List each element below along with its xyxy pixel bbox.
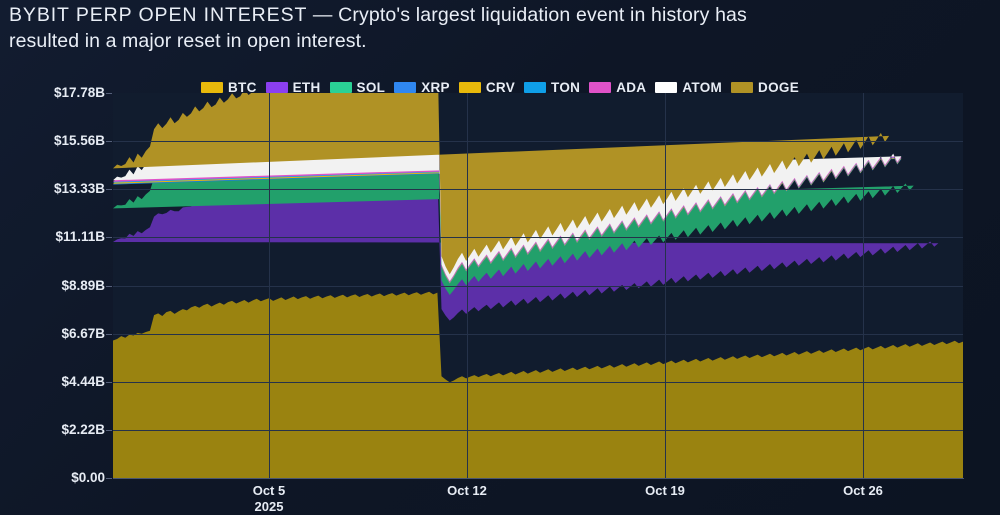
- legend-swatch-btc-icon: [200, 82, 223, 93]
- y-axis-tick-label: $2.22B: [61, 421, 105, 437]
- y-axis-tick-mark: [106, 285, 112, 287]
- x-axis-tick-date: Oct 19: [645, 483, 685, 498]
- y-axis-tick-mark: [106, 429, 112, 431]
- x-axis-tick-date: Oct 5: [252, 483, 286, 498]
- vertical-gridline: [664, 93, 666, 478]
- y-axis-tick-label: $13.33B: [53, 181, 105, 197]
- stacked-area-chart: [113, 93, 963, 478]
- y-axis-tick-mark: [106, 333, 112, 335]
- y-axis-tick-label: $11.11B: [55, 229, 105, 245]
- horizontal-gridline: [113, 189, 963, 191]
- y-axis-tick-label: $8.89B: [61, 277, 105, 293]
- x-axis-tick-label: Oct 5 2025: [253, 483, 286, 515]
- y-axis-tick-mark: [106, 381, 112, 383]
- legend-swatch-eth-icon: [265, 82, 288, 93]
- area-series-btc: [113, 291, 963, 478]
- legend-swatch-xrp-icon: [394, 82, 417, 93]
- x-axis-tick-label: Oct 19: [645, 483, 685, 499]
- y-axis-tick-mark: [106, 93, 112, 94]
- legend-swatch-crv-icon: [458, 82, 481, 93]
- chart-plot-area: [113, 93, 963, 478]
- legend-swatch-sol-icon: [329, 82, 352, 93]
- x-axis-tick-year: 2025: [254, 499, 284, 514]
- horizontal-gridline: [113, 141, 963, 143]
- y-axis-tick-mark: [106, 189, 112, 191]
- vertical-gridline: [863, 93, 865, 478]
- y-axis-tick-mark: [106, 141, 112, 143]
- title-line-2: resulted in a major reset in open intere…: [9, 30, 367, 52]
- x-axis-tick-date: Oct 12: [447, 483, 487, 498]
- legend-swatch-ada-icon: [589, 82, 612, 93]
- title-line-1: BYBIT PERP OPEN INTEREST — Crypto's larg…: [9, 2, 999, 28]
- vertical-gridline: [268, 93, 270, 478]
- x-axis-tick-label: Oct 26: [843, 483, 883, 499]
- vertical-gridline: [467, 93, 469, 478]
- horizontal-gridline: [113, 333, 963, 335]
- horizontal-gridline: [113, 237, 963, 239]
- horizontal-gridline: [113, 285, 963, 287]
- y-axis-tick-mark: [106, 478, 112, 479]
- y-axis-tick-mark: [106, 237, 112, 239]
- x-axis-line: [113, 478, 964, 479]
- y-axis-tick-label: $4.44B: [61, 373, 105, 389]
- horizontal-gridline: [113, 381, 963, 383]
- legend-swatch-atom-icon: [655, 82, 678, 93]
- y-axis-tick-label: $15.56B: [53, 133, 105, 149]
- x-axis-tick-date: Oct 26: [843, 483, 883, 498]
- area-series-doge: [113, 93, 890, 275]
- y-axis-tick-label: $6.67B: [61, 325, 105, 341]
- page-title: BYBIT PERP OPEN INTEREST — Crypto's larg…: [9, 2, 999, 54]
- horizontal-gridline: [113, 429, 963, 431]
- x-axis-tick-label: Oct 12: [447, 483, 487, 499]
- y-axis-tick-label: $17.78B: [53, 85, 105, 100]
- y-axis-tick-label: $0.00: [71, 470, 105, 485]
- title-dash: —: [307, 4, 339, 26]
- title-headline: BYBIT PERP OPEN INTEREST: [9, 4, 308, 26]
- legend-swatch-ton-icon: [524, 82, 547, 93]
- legend-swatch-doge-icon: [731, 82, 754, 93]
- title-rest: Crypto's largest liquidation event in hi…: [338, 4, 747, 26]
- y-axis-labels: $17.78B $15.56B $13.33B $11.11B $8.89B $6.67B…: [0, 0, 105, 515]
